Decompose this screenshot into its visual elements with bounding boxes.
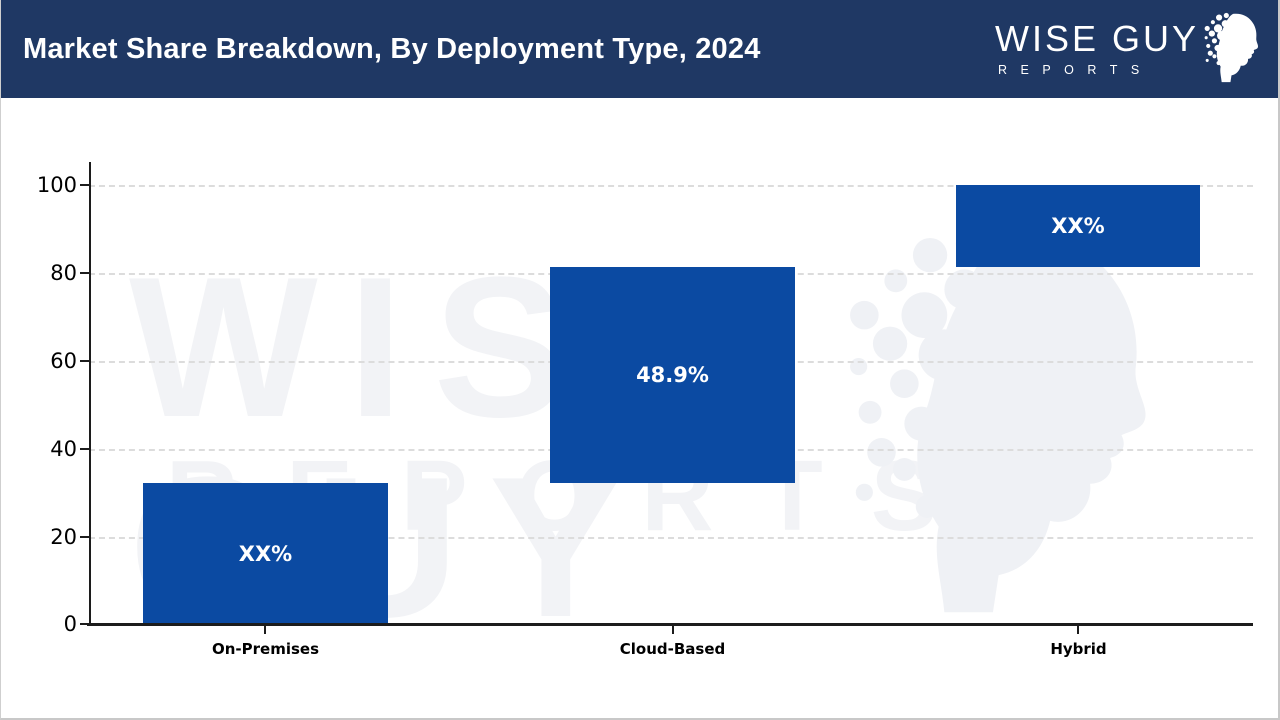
wiseguy-head-watermark-icon: [829, 218, 1174, 622]
logo-reports-text: REPORTS: [997, 63, 1153, 77]
bar-value-label: XX%: [238, 541, 293, 566]
y-tick-0: [80, 623, 89, 625]
gridline-100: [89, 185, 1253, 187]
bar-cloud-based: 48.9%: [550, 267, 795, 483]
y-tick-label: 100: [36, 173, 77, 197]
y-tick-label: 40: [50, 437, 77, 461]
y-tick-100: [80, 184, 89, 186]
gridline-20: [89, 537, 1253, 539]
x-tick-cloud-based: [672, 626, 674, 634]
x-category-label: Hybrid: [1050, 640, 1107, 658]
y-tick-80: [80, 272, 89, 274]
y-tick-40: [80, 448, 89, 450]
y-tick-label: 60: [50, 349, 77, 373]
x-axis-spine: [87, 623, 1253, 626]
y-tick-20: [80, 536, 89, 538]
x-tick-hybrid: [1077, 626, 1079, 634]
bar-on-premises: XX%: [143, 483, 388, 624]
x-category-label: Cloud-Based: [619, 640, 726, 658]
bar-hybrid: XX%: [956, 185, 1200, 267]
y-tick-label: 80: [50, 261, 77, 285]
y-tick-label: 20: [50, 525, 77, 549]
x-tick-on-premises: [264, 626, 266, 634]
header-bar: Market Share Breakdown, By Deployment Ty…: [1, 0, 1278, 98]
bar-value-label: 48.9%: [636, 363, 709, 387]
y-tick-60: [80, 360, 89, 362]
x-category-label: On-Premises: [211, 640, 320, 658]
wiseguy-logo: WISE GUY REPORTS: [995, 10, 1263, 88]
y-tick-label: 0: [63, 612, 77, 636]
logo-brand-text: WISE GUY: [994, 18, 1199, 59]
y-axis-spine: [89, 162, 91, 625]
bar-value-label: XX%: [1051, 214, 1105, 238]
page-title: Market Share Breakdown, By Deployment Ty…: [23, 32, 761, 65]
wiseguy-head-icon: [1201, 10, 1263, 88]
